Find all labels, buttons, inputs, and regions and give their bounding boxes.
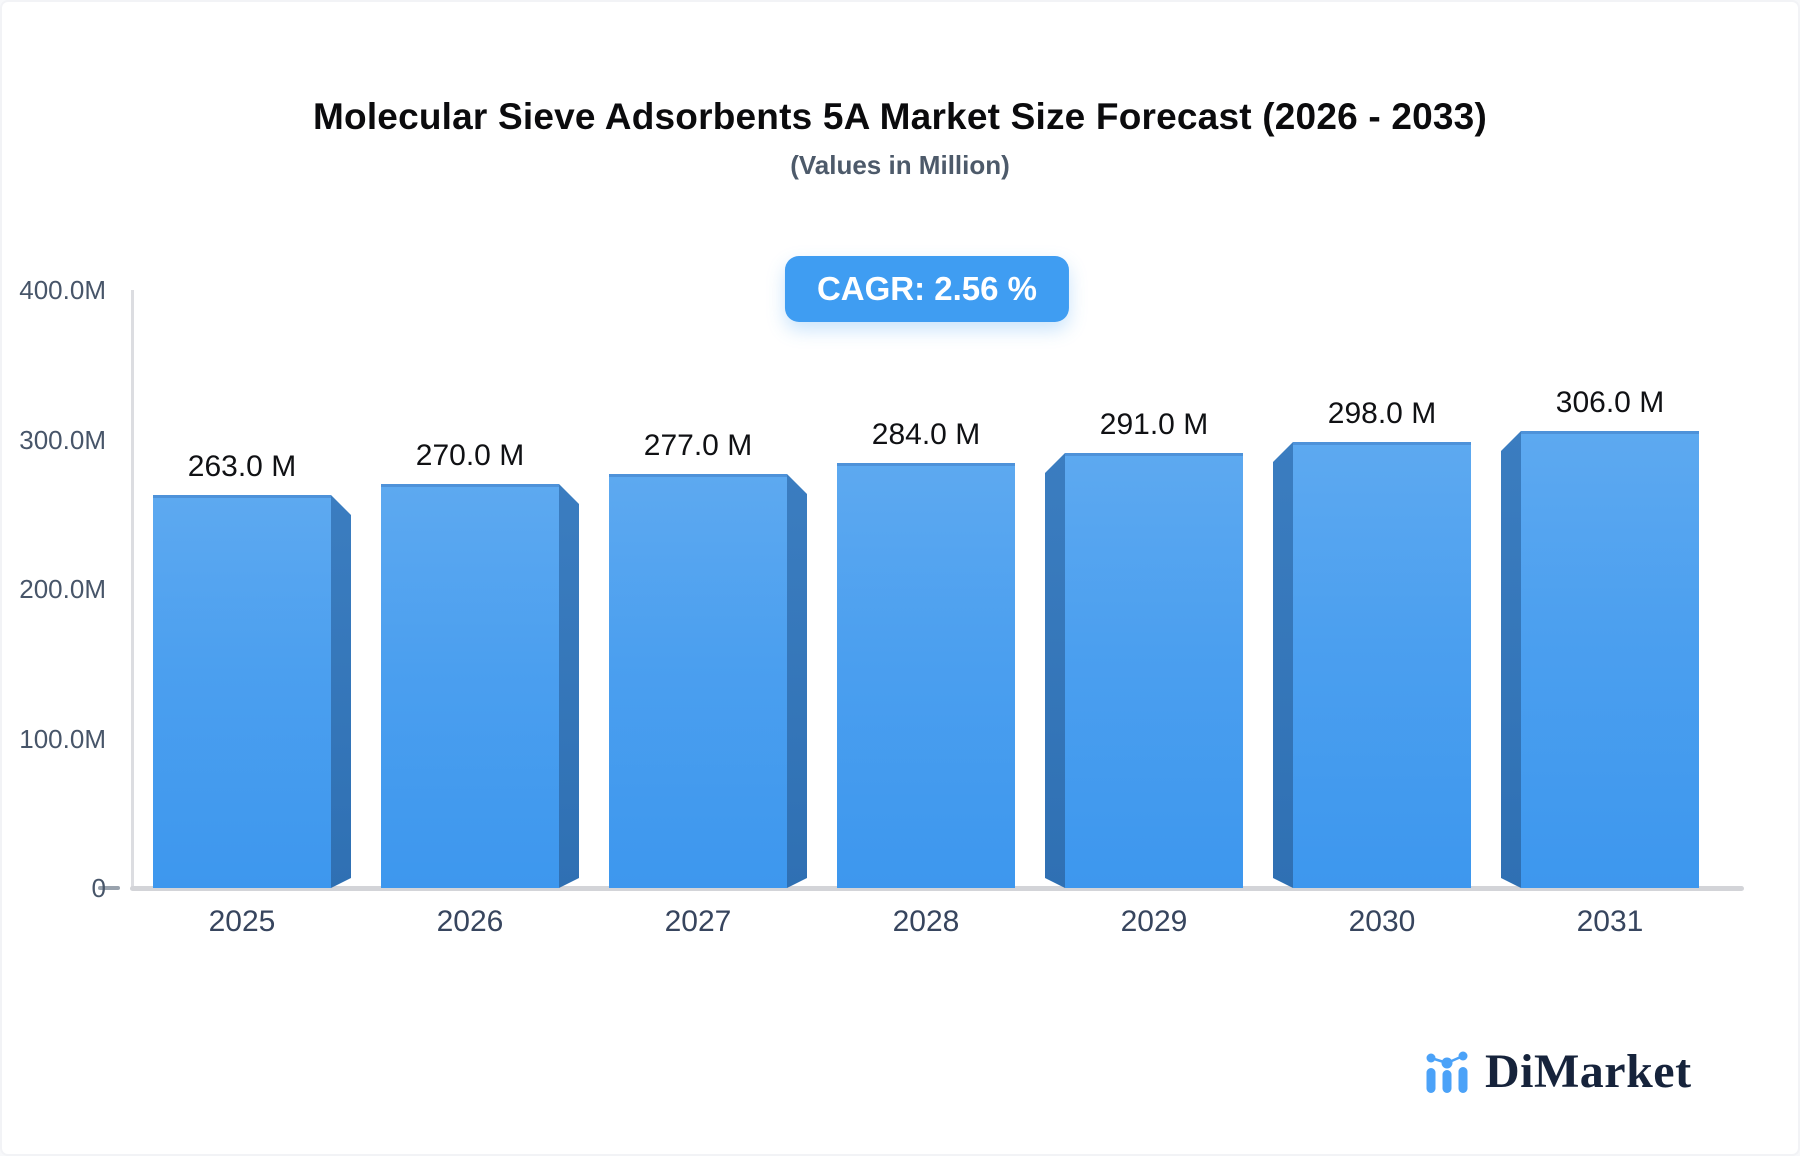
bar-front-face — [1521, 431, 1699, 888]
bar — [1293, 442, 1471, 888]
bar — [837, 463, 1015, 888]
bar — [1065, 453, 1243, 888]
bar-value-label: 284.0 M — [871, 418, 981, 451]
x-axis-label: 2029 — [1120, 905, 1188, 938]
bar-value-label: 298.0 M — [1327, 397, 1437, 430]
x-axis-label: 2030 — [1348, 905, 1416, 938]
bar — [1521, 431, 1699, 888]
x-axis-label: 2031 — [1576, 905, 1644, 938]
bar-value-label: 263.0 M — [187, 450, 297, 483]
y-axis-label: 100.0M — [19, 723, 106, 754]
x-axis-label: 2026 — [436, 905, 504, 938]
x-axis-label: 2025 — [208, 905, 276, 938]
bar-front-face — [609, 474, 787, 888]
bar-front-face — [153, 495, 331, 888]
y-axis-label: 0 — [91, 873, 106, 903]
bar-side-face — [559, 484, 579, 888]
x-axis-label: 2027 — [664, 905, 732, 938]
cagr-badge: CAGR: 2.56 % — [784, 256, 1070, 322]
bar-front-face — [381, 484, 559, 888]
chart-subtitle: (Values in Million) — [790, 150, 1010, 180]
bar-value-label: 291.0 M — [1099, 408, 1209, 441]
bar-front-face — [1293, 442, 1471, 888]
x-axis-line — [130, 886, 1744, 891]
y-axis-line — [131, 290, 134, 889]
mini-bar-chart-icon — [1426, 1051, 1468, 1093]
bar — [609, 474, 787, 888]
logo-text: DiMarket — [1485, 1045, 1692, 1098]
bar-value-label: 306.0 M — [1555, 386, 1665, 419]
bar-side-face — [1045, 453, 1065, 888]
y-axis-label: 200.0M — [19, 574, 106, 604]
y-axis-label: 300.0M — [19, 424, 106, 455]
bar-side-face — [1501, 431, 1521, 888]
bar-side-face — [1273, 442, 1293, 888]
bar-value-label: 270.0 M — [415, 439, 525, 472]
bar-value-label: 277.0 M — [643, 429, 753, 462]
bar-front-face — [1065, 453, 1243, 888]
bar — [153, 495, 331, 888]
dimarket-logo: DiMarket — [1424, 1042, 1692, 1098]
x-axis-label: 2028 — [892, 905, 960, 938]
bar — [381, 484, 559, 888]
bar-front-face — [837, 463, 1015, 888]
bar-side-face — [331, 495, 351, 888]
chart-title: Molecular Sieve Adsorbents 5A Market Siz… — [313, 96, 1487, 137]
zero-tick-mark — [98, 886, 120, 890]
bar-side-face — [787, 474, 807, 888]
y-axis-label: 400.0M — [19, 275, 106, 305]
